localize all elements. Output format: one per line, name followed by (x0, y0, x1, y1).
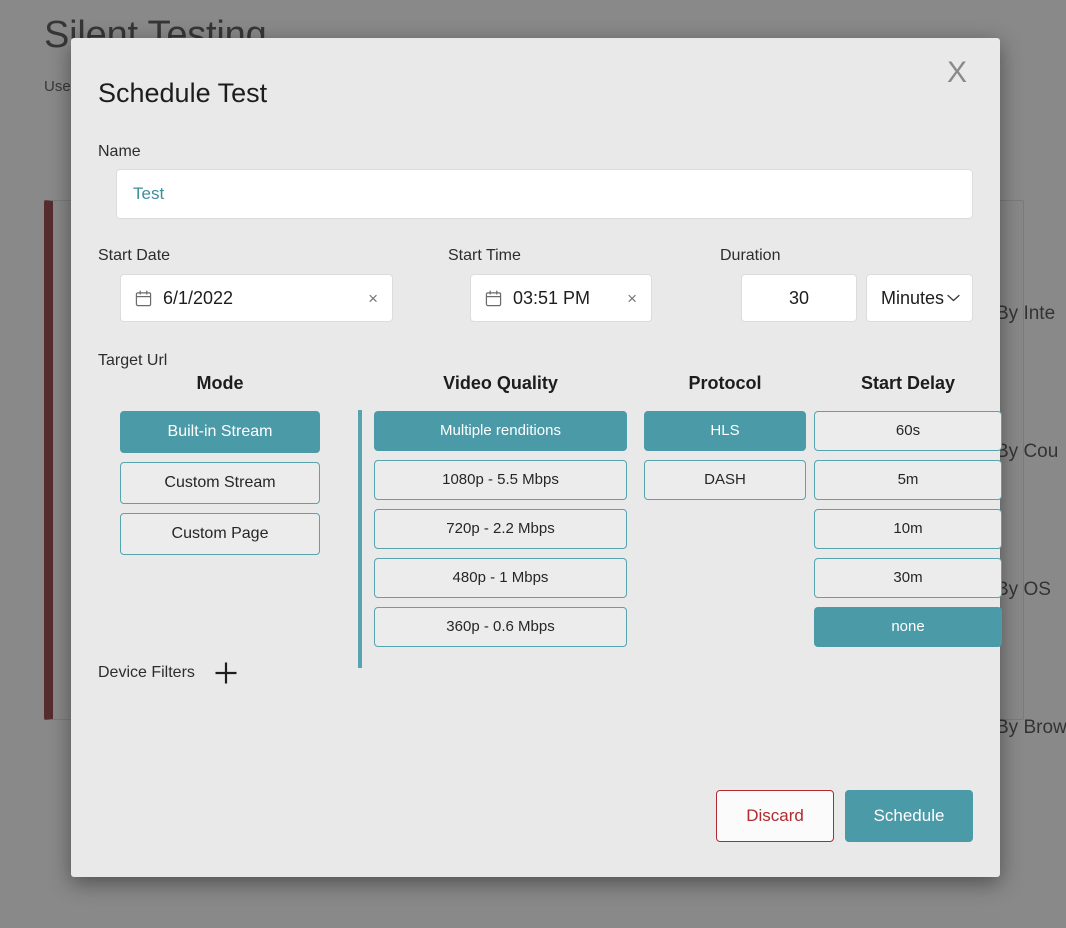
option-mode-1[interactable]: Custom Stream (120, 462, 320, 504)
option-video-quality-4[interactable]: 360p - 0.6 Mbps (374, 607, 627, 647)
option-video-quality-3[interactable]: 480p - 1 Mbps (374, 558, 627, 598)
option-mode-2[interactable]: Custom Page (120, 513, 320, 555)
device-filters: Device Filters (98, 660, 239, 686)
option-protocol-1[interactable]: DASH (644, 460, 806, 500)
option-start-delay-0[interactable]: 60s (814, 411, 1002, 451)
name-label: Name (98, 143, 141, 160)
duration-unit-select[interactable]: Minutes (866, 274, 973, 322)
start-time-value: 03:51 PM (513, 287, 591, 308)
duration-unit-value: Minutes (881, 287, 945, 308)
target-url-label: Target Url (98, 352, 168, 369)
option-column-start-delay: Start Delay 60s 5m 10m 30m none (814, 373, 1002, 656)
start-date-picker[interactable]: 6/1/2022 × (120, 274, 393, 322)
close-icon[interactable]: X (936, 52, 978, 94)
schedule-test-dialog: X Schedule Test Name Start Date 6/1/2022… (71, 38, 1002, 877)
dialog-title: Schedule Test (98, 78, 268, 108)
chevron-down-icon (947, 294, 960, 302)
plus-icon[interactable] (213, 660, 239, 686)
start-time-label: Start Time (448, 247, 521, 264)
start-date-clear-icon[interactable]: × (368, 288, 378, 308)
option-column-title-start-delay: Start Delay (860, 373, 956, 393)
calendar-icon (135, 290, 152, 306)
option-video-quality-0[interactable]: Multiple renditions (374, 411, 627, 451)
option-start-delay-2[interactable]: 10m (814, 509, 1002, 549)
option-column-title-mode: Mode (196, 373, 244, 393)
option-column-mode: Mode Built-in Stream Custom Stream Custom P… (120, 373, 320, 564)
option-video-quality-1[interactable]: 1080p - 5.5 Mbps (374, 460, 627, 500)
start-time-picker[interactable]: 03:51 PM × (470, 274, 652, 322)
option-mode-0[interactable]: Built-in Stream (120, 411, 320, 453)
option-start-delay-3[interactable]: 30m (814, 558, 1002, 598)
device-filters-label: Device Filters (98, 664, 195, 681)
option-column-protocol: Protocol HLS DASH (644, 373, 806, 509)
start-date-value: 6/1/2022 (163, 287, 234, 308)
option-start-delay-4[interactable]: none (814, 607, 1002, 647)
start-date-label: Start Date (98, 247, 171, 264)
calendar-icon (485, 290, 502, 306)
option-start-delay-1[interactable]: 5m (814, 460, 1002, 500)
target-url-options: Mode Built-in Stream Custom Stream Custom P… (98, 373, 1002, 668)
duration-amount-input[interactable] (741, 274, 857, 322)
column-divider (358, 410, 362, 668)
duration-label: Duration (720, 247, 781, 264)
start-time-clear-icon[interactable]: × (627, 288, 637, 308)
plus-glyph (215, 662, 237, 684)
option-video-quality-2[interactable]: 720p - 2.2 Mbps (374, 509, 627, 549)
option-column-title-video-quality: Video Quality (443, 373, 558, 393)
option-protocol-0[interactable]: HLS (644, 411, 806, 451)
name-input[interactable] (116, 169, 973, 219)
discard-button[interactable]: Discard (716, 790, 834, 842)
schedule-button[interactable]: Schedule (845, 790, 973, 842)
option-column-video-quality: Video Quality Multiple renditions 1080p - … (374, 373, 627, 656)
option-column-title-protocol: Protocol (688, 373, 762, 393)
